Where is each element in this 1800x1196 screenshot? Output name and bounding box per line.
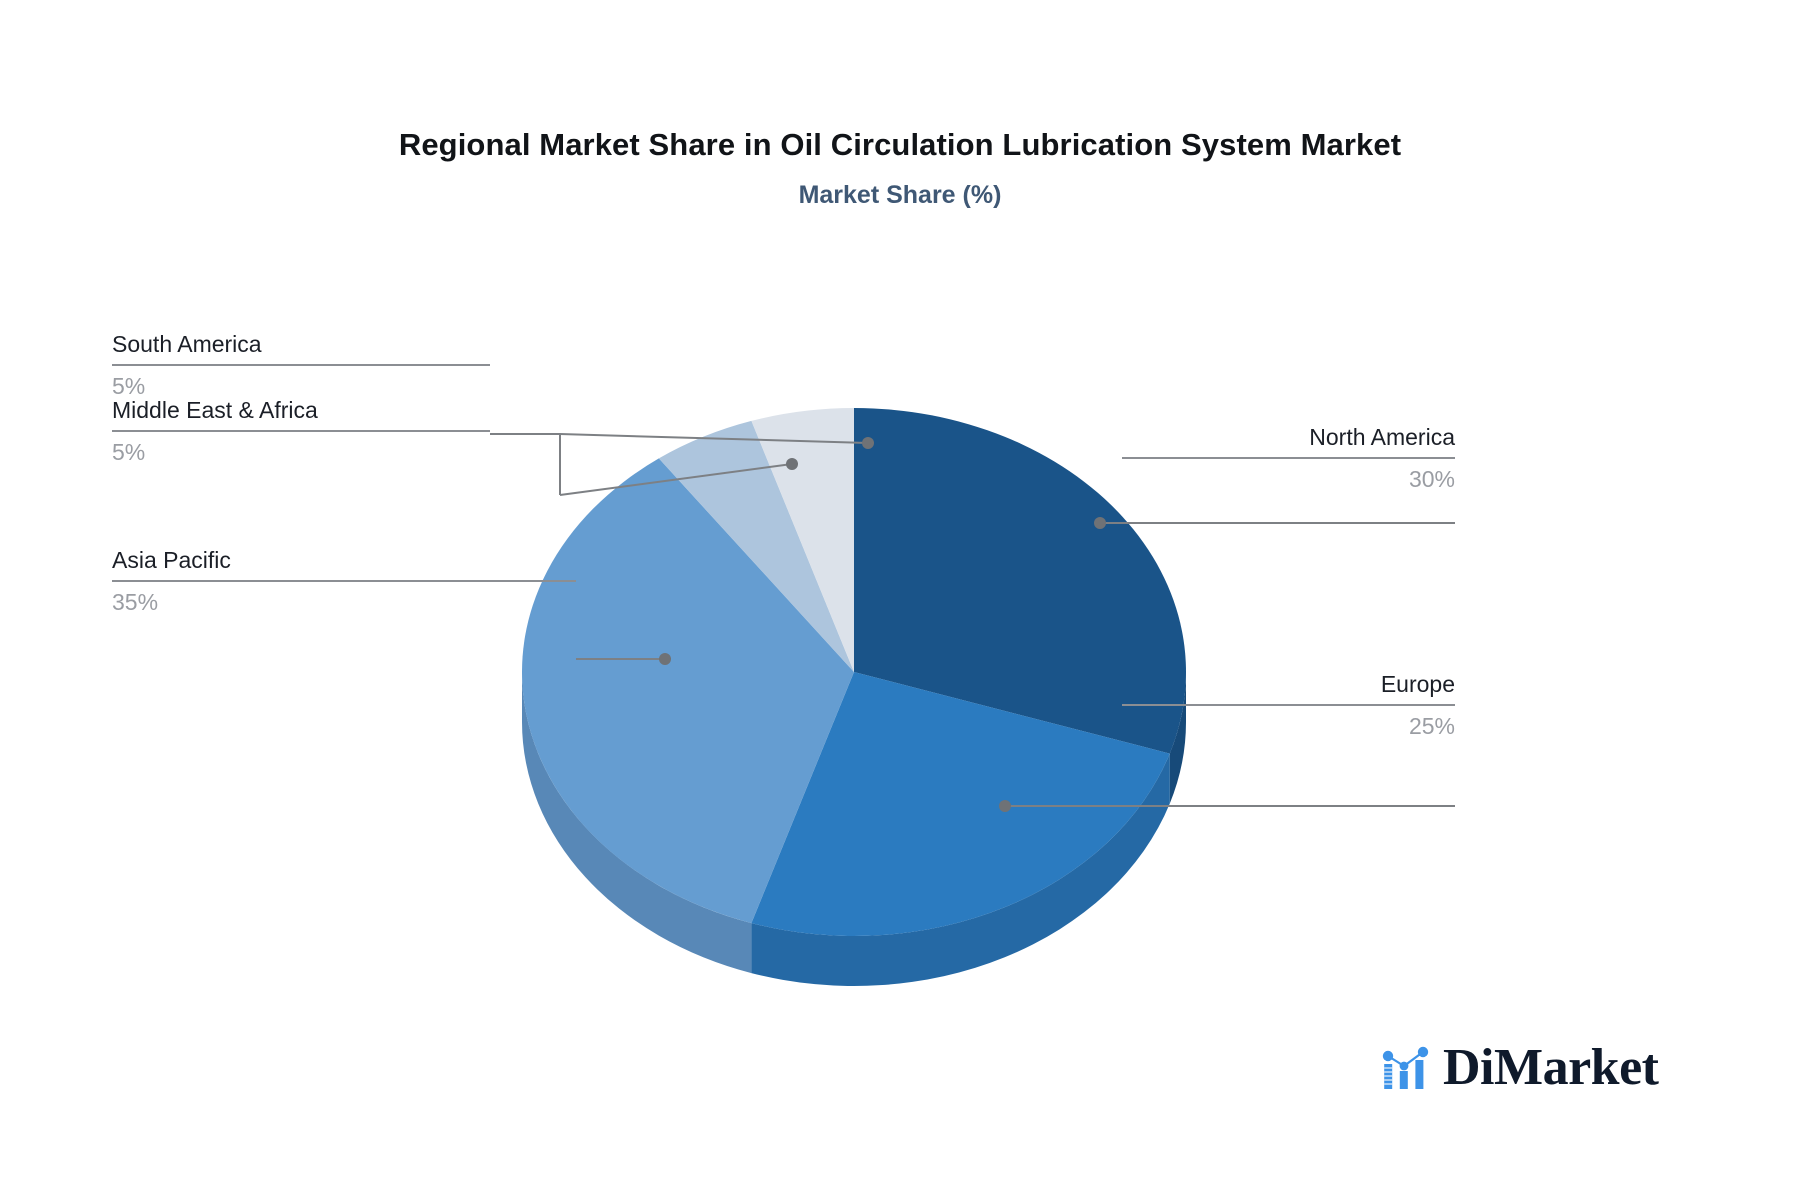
callout-rule-asia-pacific	[112, 579, 576, 582]
callout-rule-europe	[1122, 703, 1455, 706]
callout-rule-north-america	[1122, 456, 1455, 459]
callout-value-north-america: 30%	[1408, 465, 1455, 492]
callout-label-asia-pacific: Asia Pacific	[112, 547, 231, 573]
chart-header: Regional Market Share in Oil Circulation…	[0, 126, 1800, 210]
brand-logo: DiMarket	[1382, 1039, 1659, 1096]
callout-value-south-america: 5%	[112, 372, 146, 399]
callout-south-america: South America 5%	[112, 330, 490, 401]
bar-chart-logo-icon	[1382, 1046, 1429, 1089]
pie-sidewall-north-america	[1169, 672, 1186, 804]
callout-label-europe: Europe	[1380, 671, 1455, 697]
leader-dots	[659, 437, 1106, 812]
callout-asia-pacific: Asia Pacific 35%	[112, 546, 576, 617]
callout-middle-east-africa: Middle East & Africa 5%	[112, 396, 490, 467]
callout-rule-south-america	[112, 363, 490, 366]
brand-name: DiMarket	[1443, 1039, 1659, 1096]
callout-label-south-america: South America	[112, 331, 262, 357]
leader-line-south-america-h	[559, 433, 869, 444]
pie-slice-south-america	[751, 408, 854, 672]
pie-sidewall-europe	[751, 753, 1170, 986]
callout-value-europe: 25%	[1408, 712, 1455, 739]
callout-label-north-america: North America	[1309, 424, 1455, 450]
leader-dot-middle-east-africa	[786, 458, 798, 470]
leader-dot-north-america	[1094, 517, 1106, 529]
chart-subtitle: Market Share (%)	[798, 181, 1002, 210]
leader-dot-europe	[999, 800, 1011, 812]
callout-label-middle-east-africa: Middle East & Africa	[112, 397, 318, 423]
callout-value-middle-east-africa: 5%	[112, 438, 146, 465]
pie-3d-sidewalls	[522, 672, 1186, 986]
leader-line-middle-east-africa	[559, 463, 793, 496]
pie-slice-middle-east-africa	[658, 420, 854, 672]
pie-slice-north-america	[854, 408, 1186, 754]
chart-title: Regional Market Share in Oil Circulation…	[398, 127, 1402, 162]
pie-slice-europe	[751, 672, 1170, 936]
leader-dot-asia-pacific	[659, 653, 671, 665]
callout-value-asia-pacific: 35%	[112, 588, 159, 615]
leader-dot-south-america	[862, 437, 874, 449]
pie-sidewall-asia-pacific	[522, 672, 752, 974]
callout-rule-middle-east-africa	[112, 429, 490, 432]
leader-lines	[490, 433, 1455, 807]
callout-europe: Europe 25%	[1122, 670, 1455, 741]
pie-slice-asia-pacific	[521, 458, 854, 924]
callout-north-america: North America 30%	[1122, 423, 1455, 494]
pie-slices	[521, 408, 1186, 936]
